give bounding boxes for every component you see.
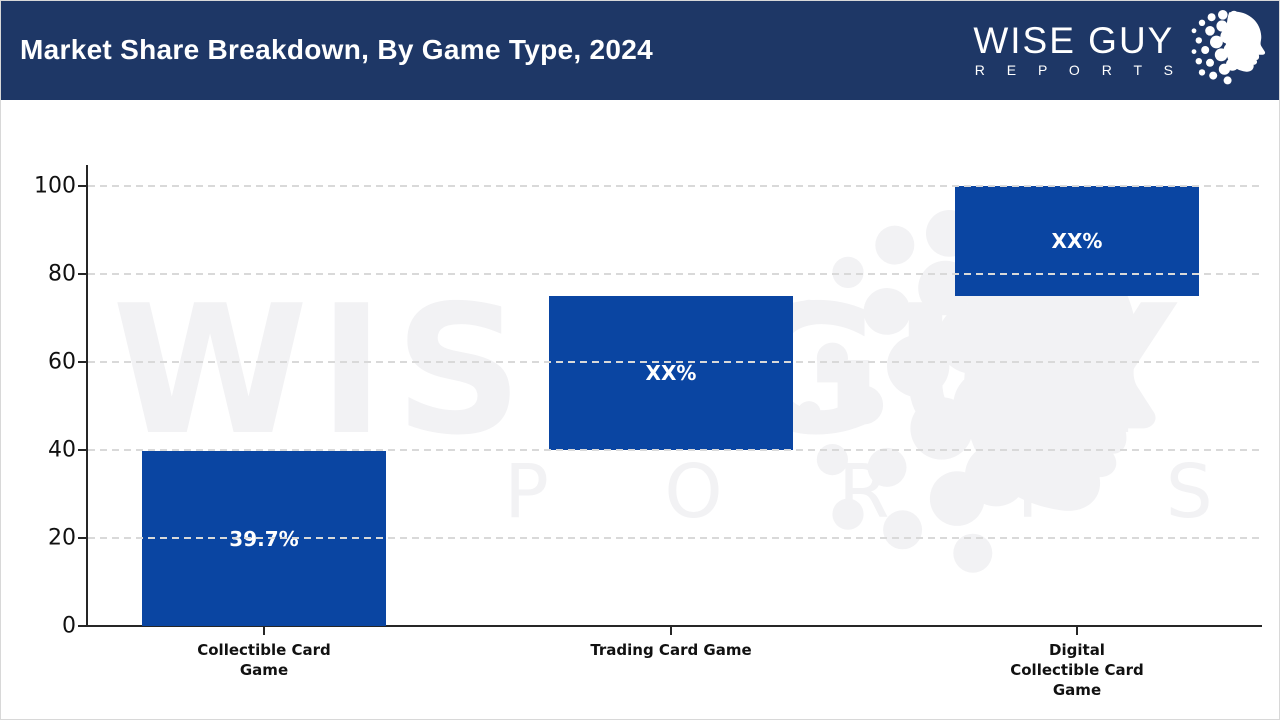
- bar-segment: XX%: [955, 186, 1199, 296]
- x-tick: [1076, 627, 1078, 635]
- gridline: [88, 449, 1262, 451]
- brand-subname: R E P O R T S: [974, 62, 1182, 78]
- brand-name: WISE GUY: [973, 20, 1175, 61]
- y-tick: [78, 537, 86, 539]
- y-tick: [78, 273, 86, 275]
- y-tick: [78, 361, 86, 363]
- dotted-face-profile-icon: [1191, 10, 1266, 85]
- y-tick-label: 20: [48, 525, 76, 551]
- x-tick: [670, 627, 672, 635]
- bar-segment: XX%: [549, 296, 793, 450]
- bar-value-label: XX%: [645, 361, 697, 385]
- page-title: Market Share Breakdown, By Game Type, 20…: [20, 34, 654, 65]
- category-label: Digital Collectible Card Game: [1010, 641, 1144, 699]
- brand-logo: WISE GUY R E P O R T S: [966, 10, 1268, 90]
- y-tick-label: 100: [34, 173, 76, 199]
- y-tick: [78, 449, 86, 451]
- gridline: [88, 273, 1262, 275]
- x-tick: [263, 627, 265, 635]
- category-label: Trading Card Game: [590, 641, 752, 659]
- gridline: [88, 361, 1262, 363]
- y-tick: [78, 625, 86, 627]
- gridline: [88, 537, 1262, 539]
- y-axis-line: [86, 165, 88, 627]
- gridline: [88, 185, 1262, 187]
- y-tick-label: 0: [62, 613, 76, 639]
- y-tick-label: 60: [48, 349, 76, 375]
- bar-value-label: XX%: [1051, 229, 1103, 253]
- x-axis-line: [86, 625, 1262, 627]
- brand-logo-text: WISE GUY R E P O R T S: [966, 21, 1182, 79]
- y-tick-label: 40: [48, 437, 76, 463]
- header-bar: Market Share Breakdown, By Game Type, 20…: [0, 0, 1280, 100]
- category-label: Collectible Card Game: [197, 641, 331, 679]
- y-tick: [78, 185, 86, 187]
- y-tick-label: 80: [48, 261, 76, 287]
